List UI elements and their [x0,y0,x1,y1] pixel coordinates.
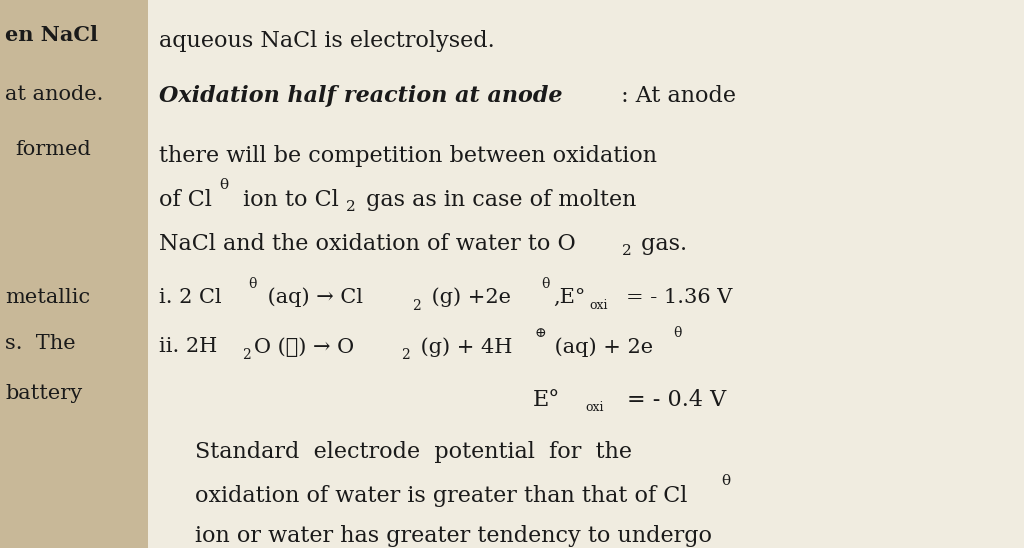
Bar [148,0,1024,548]
Text: gas.: gas. [634,233,687,255]
Text: θ: θ [721,474,730,488]
Text: formed: formed [15,140,91,159]
Text: en NaCl: en NaCl [5,25,98,44]
Text: (aq) + 2e: (aq) + 2e [548,337,653,357]
Text: 2: 2 [242,348,251,362]
Text: of Cl: of Cl [159,189,212,211]
Text: there will be competition between oxidation: there will be competition between oxidat… [159,145,656,167]
Text: oxidation of water is greater than that of Cl: oxidation of water is greater than that … [195,485,687,507]
Text: E°: E° [532,389,560,411]
Text: θ: θ [673,326,681,340]
Text: at anode.: at anode. [5,85,103,104]
Text: i. 2 Cl: i. 2 Cl [159,288,221,307]
Text: battery: battery [5,384,82,403]
Text: (g) +2e: (g) +2e [425,288,511,307]
Text: ii. 2H: ii. 2H [159,337,217,356]
Text: Standard  electrode  potential  for  the: Standard electrode potential for the [195,441,632,463]
Text: 2: 2 [622,244,632,258]
Text: ⊕: ⊕ [535,326,546,340]
Text: θ: θ [542,277,550,291]
Text: : At anode: : At anode [614,85,736,107]
Text: Oxidation half reaction at anode: Oxidation half reaction at anode [159,85,562,107]
Text: ,E°: ,E° [553,288,586,307]
Text: θ: θ [248,277,256,291]
Text: oxi: oxi [586,401,604,414]
Text: gas as in case of molten: gas as in case of molten [359,189,637,211]
Text: θ: θ [219,178,228,192]
Text: aqueous NaCl is electrolysed.: aqueous NaCl is electrolysed. [159,30,495,52]
Text: oxi: oxi [590,299,608,312]
Text: metallic: metallic [5,288,90,307]
Text: s.  The: s. The [5,334,76,353]
Text: 2: 2 [346,200,356,214]
Text: ion or water has greater tendency to undergo: ion or water has greater tendency to und… [195,525,712,547]
Text: ion to Cl: ion to Cl [236,189,338,211]
Text: = - 0.4 V: = - 0.4 V [627,389,726,411]
Text: 2: 2 [401,348,411,362]
Text: (aq) → Cl: (aq) → Cl [261,288,364,307]
Text: (g) + 4H: (g) + 4H [414,337,512,357]
Text: 2: 2 [412,299,421,313]
Text: = - 1.36 V: = - 1.36 V [626,288,732,307]
Text: O (ℓ) → O: O (ℓ) → O [254,337,354,357]
Text: NaCl and the oxidation of water to O: NaCl and the oxidation of water to O [159,233,575,255]
